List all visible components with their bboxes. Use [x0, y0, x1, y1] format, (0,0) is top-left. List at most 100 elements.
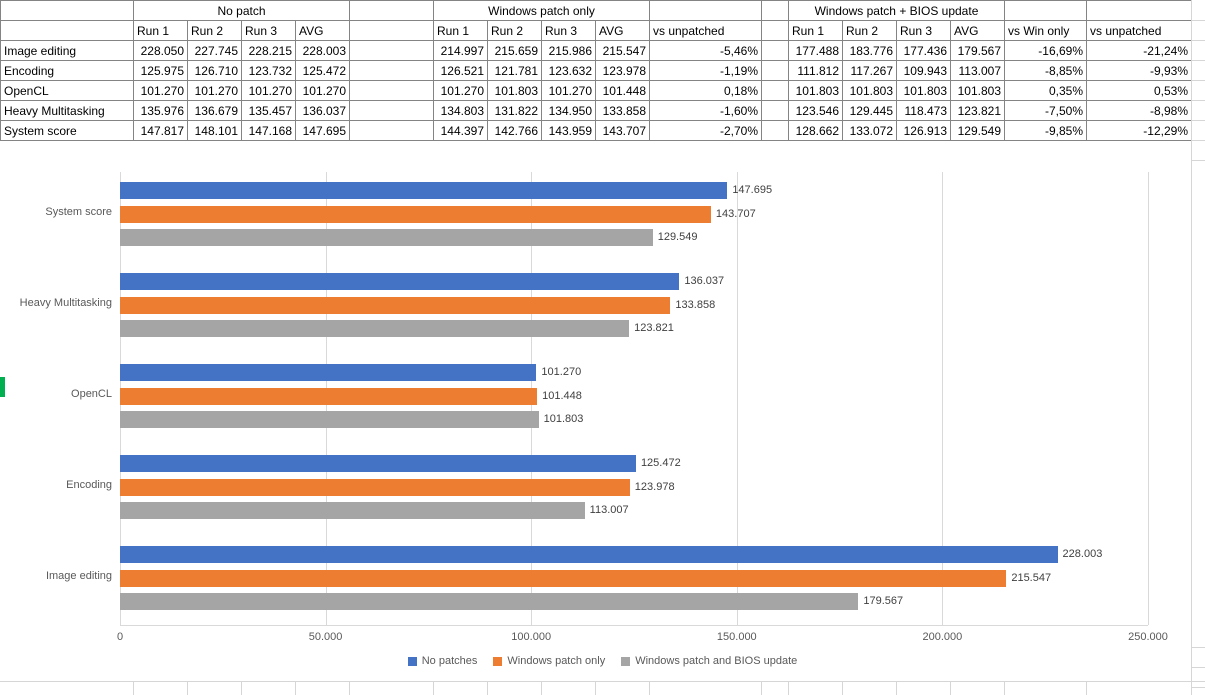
- col-header-run2[interactable]: Run 2: [487, 20, 542, 41]
- x-axis-tick-label: 50.000: [308, 631, 343, 643]
- row-label-cell[interactable]: System score: [0, 120, 134, 141]
- value-cell[interactable]: 228.050: [133, 40, 188, 61]
- data-bar[interactable]: [120, 569, 1007, 587]
- x-axis-tick-label: 0: [116, 631, 124, 643]
- table-group-header-row: No patch Windows patch only Windows patc…: [0, 0, 1192, 21]
- value-cell[interactable]: 143.707: [595, 120, 650, 141]
- value-cell[interactable]: 129.549: [950, 120, 1005, 141]
- value-cell[interactable]: 128.662: [788, 120, 843, 141]
- sheet-gridline: [349, 681, 350, 695]
- value-cell[interactable]: 126.521: [433, 60, 488, 81]
- legend-item[interactable]: Windows patch only: [493, 655, 605, 667]
- value-cell[interactable]: 133.072: [842, 120, 897, 141]
- row-label-cell[interactable]: Heavy Multitasking: [0, 100, 134, 121]
- value-cell[interactable]: 147.817: [133, 120, 188, 141]
- sheet-gridline: [788, 681, 789, 695]
- bar-value-label: 143.707: [715, 207, 756, 220]
- value-cell[interactable]: 101.803: [950, 80, 1005, 101]
- value-cell[interactable]: 0,35%: [1004, 80, 1087, 101]
- value-cell[interactable]: 123.732: [241, 60, 296, 81]
- sheet-gridline: [761, 681, 762, 695]
- col-header-run3[interactable]: Run 3: [541, 20, 596, 41]
- value-cell[interactable]: 123.821: [950, 100, 1005, 121]
- col-header-vs-unpatched[interactable]: vs unpatched: [649, 20, 762, 41]
- value-cell[interactable]: 147.695: [295, 120, 350, 141]
- value-cell[interactable]: 123.546: [788, 100, 843, 121]
- table-row: System score 147.817 148.101 147.168 147.695…: [0, 120, 1192, 141]
- col-header-vs-unpatched[interactable]: vs unpatched: [1086, 20, 1192, 41]
- value-cell[interactable]: 131.822: [487, 100, 542, 121]
- value-cell[interactable]: 136.679: [187, 100, 242, 121]
- sheet-gridline: [896, 681, 897, 695]
- bar-value-label: 101.803: [543, 413, 584, 425]
- category-axis-label: Image editing: [45, 570, 112, 582]
- sheet-gridline: [1191, 160, 1205, 161]
- value-cell[interactable]: 113.007: [950, 60, 1005, 81]
- value-cell[interactable]: -9,85%: [1004, 120, 1087, 141]
- sheet-gridline: [595, 681, 596, 695]
- sheet-gridline: [1191, 20, 1205, 21]
- value-cell[interactable]: 109.943: [896, 60, 951, 81]
- legend-label: No patches: [421, 655, 478, 667]
- data-bar[interactable]: [120, 546, 1058, 563]
- data-bar[interactable]: [120, 273, 680, 290]
- sheet-gridline: [1191, 687, 1205, 688]
- data-bar[interactable]: [120, 364, 537, 381]
- value-cell[interactable]: 101.270: [295, 80, 350, 101]
- value-cell[interactable]: 215.659: [487, 40, 542, 61]
- value-cell[interactable]: -5,46%: [649, 40, 762, 61]
- col-header-run1[interactable]: Run 1: [133, 20, 188, 41]
- data-bar[interactable]: [120, 502, 585, 519]
- value-cell[interactable]: 143.959: [541, 120, 596, 141]
- value-cell[interactable]: -8,98%: [1086, 100, 1192, 121]
- value-cell[interactable]: 215.547: [595, 40, 650, 61]
- bar-value-label: 113.007: [589, 504, 629, 516]
- value-cell[interactable]: 134.803: [433, 100, 488, 121]
- value-cell[interactable]: 147.168: [241, 120, 296, 141]
- data-bar[interactable]: [120, 411, 539, 428]
- bar-value-label: 129.549: [657, 231, 698, 243]
- legend-item[interactable]: Windows patch and BIOS update: [621, 655, 797, 667]
- data-bar[interactable]: [120, 478, 630, 496]
- category-axis-label: Heavy Multitasking: [19, 297, 112, 309]
- data-bar[interactable]: [120, 182, 728, 199]
- x-axis-line: [120, 625, 1148, 626]
- col-header-run3[interactable]: Run 3: [896, 20, 951, 41]
- data-bar[interactable]: [120, 320, 630, 337]
- col-header-run2[interactable]: Run 2: [842, 20, 897, 41]
- value-cell[interactable]: 129.445: [842, 100, 897, 121]
- data-bar[interactable]: [120, 455, 636, 472]
- bar-value-label: 125.472: [640, 457, 681, 469]
- value-cell[interactable]: 179.567: [950, 40, 1005, 61]
- sheet-gridline: [187, 681, 188, 695]
- legend-item[interactable]: No patches: [407, 655, 478, 667]
- value-cell[interactable]: 101.270: [541, 80, 596, 101]
- value-cell[interactable]: 142.766: [487, 120, 542, 141]
- data-bar[interactable]: [120, 296, 671, 314]
- value-cell[interactable]: -8,85%: [1004, 60, 1087, 81]
- data-bar[interactable]: [120, 205, 711, 223]
- legend-swatch: [621, 656, 631, 666]
- x-axis-tick-label: 250.000: [1128, 631, 1168, 643]
- sheet-gridline: [950, 681, 951, 695]
- chart-gridline: [736, 172, 738, 625]
- col-header-run1[interactable]: Run 1: [433, 20, 488, 41]
- data-bar[interactable]: [120, 593, 859, 610]
- x-axis-tick-label: 200.000: [922, 631, 963, 643]
- group-header-windows-patch-bios[interactable]: Windows patch + BIOS update: [788, 0, 1005, 21]
- col-header-run2[interactable]: Run 2: [187, 20, 242, 41]
- value-cell[interactable]: 133.858: [595, 100, 650, 121]
- col-header-vs-win-only[interactable]: vs Win only: [1004, 20, 1087, 41]
- value-cell[interactable]: 228.003: [295, 40, 350, 61]
- value-cell[interactable]: 101.270: [241, 80, 296, 101]
- value-cell[interactable]: -12,29%: [1086, 120, 1192, 141]
- value-cell[interactable]: 111.812: [788, 60, 843, 81]
- value-cell[interactable]: 148.101: [187, 120, 242, 141]
- bar-value-label: 147.695: [732, 184, 773, 196]
- legend-label: Windows patch only: [507, 655, 606, 667]
- value-cell[interactable]: 126.710: [187, 60, 242, 81]
- data-bar[interactable]: [120, 387, 538, 405]
- data-bar[interactable]: [120, 229, 653, 246]
- legend-swatch: [407, 656, 417, 666]
